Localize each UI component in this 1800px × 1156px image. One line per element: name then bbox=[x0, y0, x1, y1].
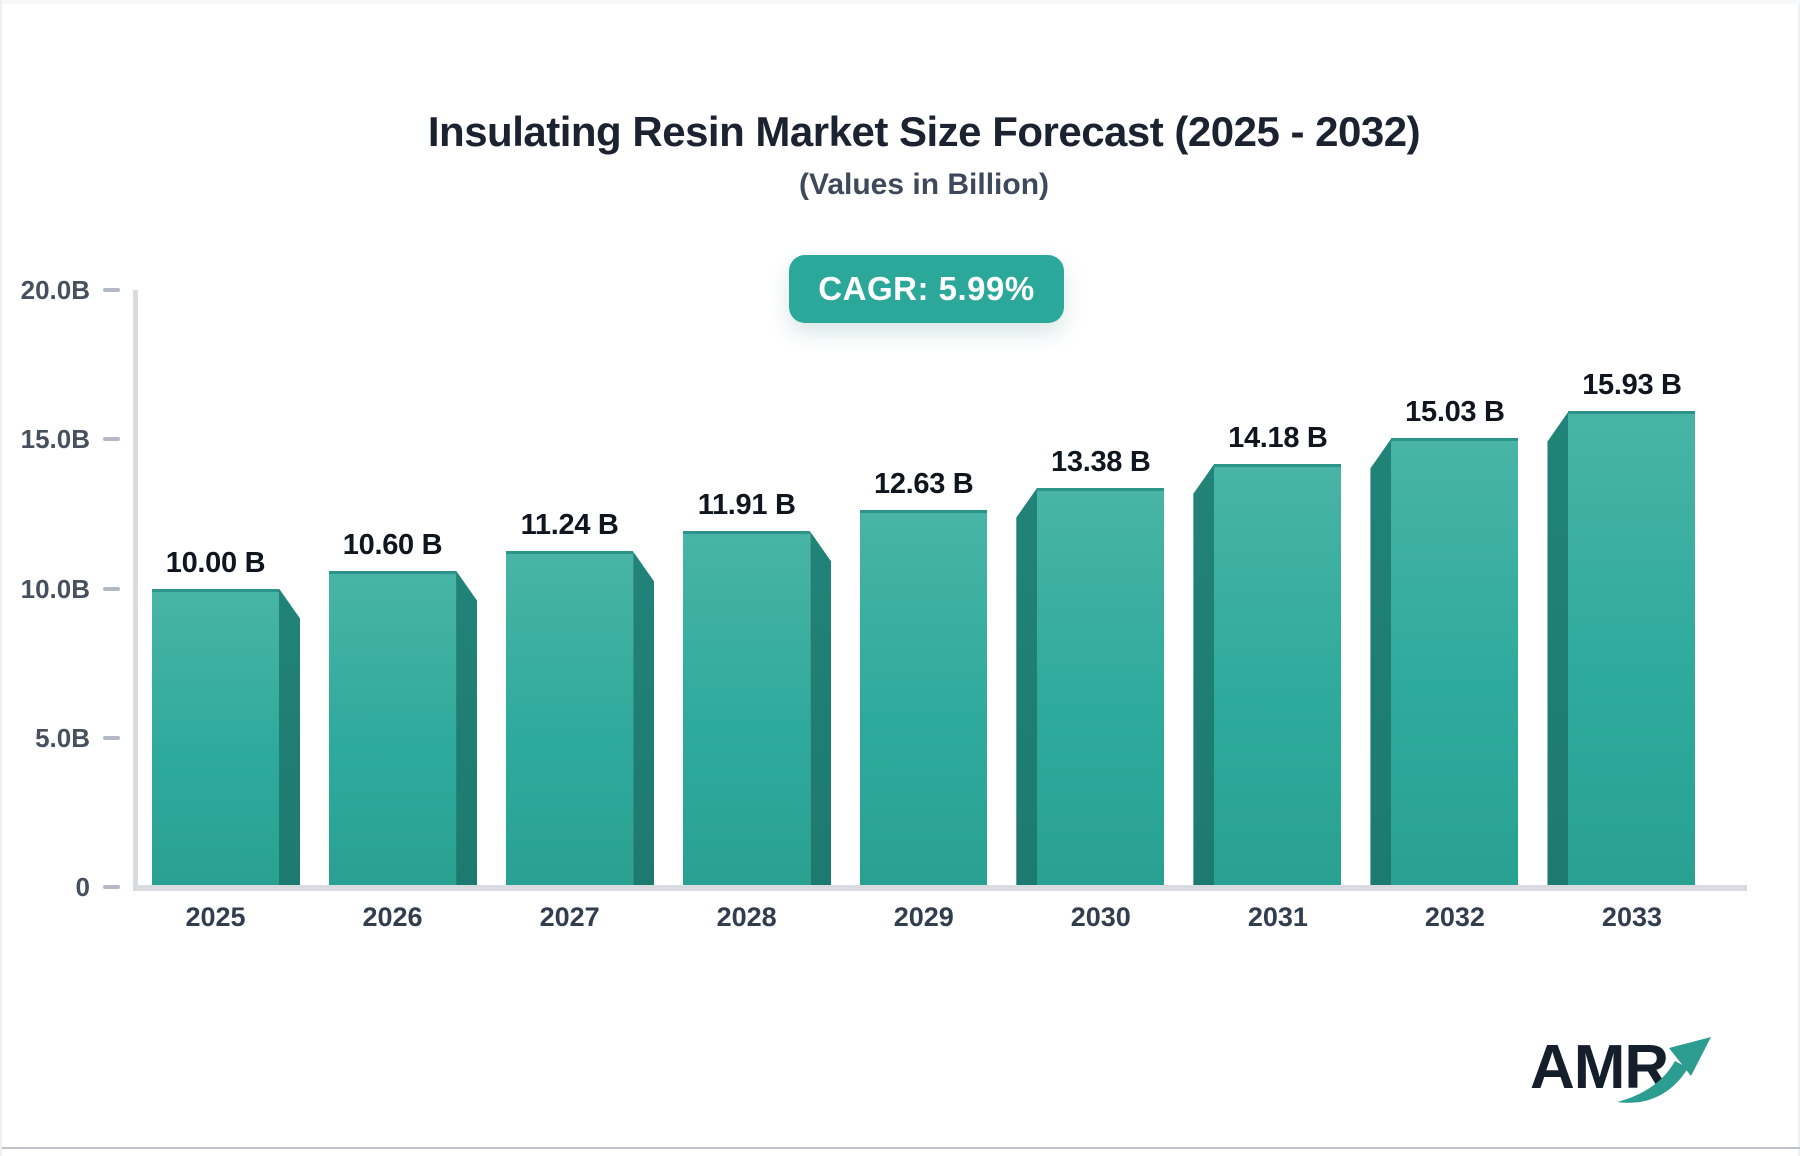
bar-value-label: 14.18 B bbox=[1228, 421, 1328, 454]
x-axis-year-label: 2028 bbox=[716, 902, 777, 932]
bar-3d-side bbox=[279, 588, 300, 885]
y-axis-tick-label: 10.0B bbox=[20, 573, 90, 604]
chart-title: Insulating Resin Market Size Forecast (2… bbox=[427, 108, 1421, 155]
bar bbox=[506, 551, 634, 885]
growth-arrow-icon bbox=[1617, 1037, 1711, 1103]
cagr-badge-label: CAGR: 5.99% bbox=[818, 270, 1035, 307]
bar-3d-side bbox=[633, 551, 655, 885]
bar bbox=[860, 509, 988, 885]
x-axis-year-label: 2030 bbox=[1070, 902, 1131, 932]
chart-subtitle: (Values in Billion) bbox=[798, 168, 1050, 201]
y-axis-tick-mark bbox=[103, 288, 120, 292]
bar-value-label: 15.93 B bbox=[1582, 369, 1682, 402]
y-axis-tick-label: 0 bbox=[75, 872, 90, 902]
bar-value-label: 10.00 B bbox=[165, 546, 266, 579]
bar-value-label: 11.91 B bbox=[697, 489, 796, 522]
y-axis-tick-mark bbox=[103, 586, 120, 591]
x-axis-year-label: 2025 bbox=[185, 902, 246, 932]
x-axis-year-label: 2032 bbox=[1424, 902, 1485, 932]
y-axis-tick-label: 15.0B bbox=[20, 424, 90, 455]
y-axis-line bbox=[133, 290, 138, 887]
bar-value-label: 13.38 B bbox=[1051, 445, 1151, 478]
bar bbox=[1214, 463, 1342, 885]
bar-value-label: 11.24 B bbox=[520, 509, 619, 542]
bar-value-label: 12.63 B bbox=[873, 467, 974, 500]
y-axis-tick-label: 20.0B bbox=[20, 275, 90, 305]
bar-value-label: 10.60 B bbox=[342, 528, 443, 561]
x-axis-line bbox=[133, 885, 1747, 891]
bar-3d-side bbox=[1193, 463, 1215, 885]
cagr-badge: CAGR: 5.99% bbox=[789, 255, 1064, 323]
bar-value-label: 15.03 B bbox=[1405, 396, 1505, 429]
x-axis-year-label: 2031 bbox=[1247, 902, 1308, 932]
bar-3d-side bbox=[810, 531, 832, 885]
y-axis-tick-label: 5.0B bbox=[35, 722, 90, 753]
bar-3d-side bbox=[1016, 487, 1038, 885]
bar-3d-side bbox=[1547, 411, 1569, 885]
bar bbox=[1568, 411, 1696, 885]
bar bbox=[683, 531, 811, 885]
y-axis-tick-mark bbox=[103, 437, 120, 442]
page-top-strip bbox=[2, 0, 1800, 4]
bar-3d-side bbox=[1370, 438, 1392, 885]
x-axis-year-label: 2026 bbox=[362, 902, 423, 932]
x-axis-year-label: 2029 bbox=[893, 902, 954, 932]
amr-logo: AMR bbox=[1530, 1032, 1770, 1122]
bar bbox=[152, 588, 279, 885]
page-bottom-edge bbox=[2, 1147, 1800, 1149]
bar-3d-side bbox=[456, 570, 478, 885]
y-axis-tick-mark bbox=[103, 735, 120, 740]
bar bbox=[1037, 487, 1165, 885]
bar bbox=[329, 570, 457, 885]
bar bbox=[1391, 438, 1519, 885]
x-axis-year-label: 2027 bbox=[539, 902, 600, 932]
y-axis-tick-mark bbox=[103, 885, 120, 889]
x-axis-year-label: 2033 bbox=[1601, 902, 1662, 932]
